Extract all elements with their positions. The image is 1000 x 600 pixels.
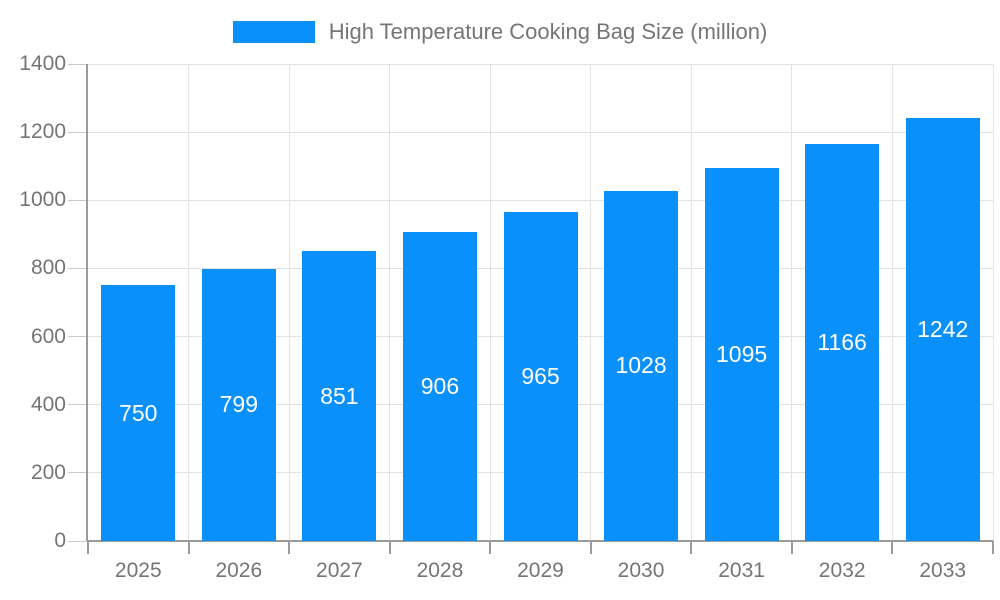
bar-2025[interactable]: 750 [101,285,176,541]
x-axis-label: 2031 [718,559,765,582]
x-axis-tick [187,541,190,554]
bar-value-label: 1095 [716,340,768,367]
gridline-vertical [891,64,893,541]
x-axis-label: 2026 [215,559,263,582]
x-axis-tick [790,541,793,554]
gridline-vertical [389,64,391,541]
bar-value-label: 799 [219,391,259,418]
y-axis-label: 0 [54,529,66,552]
x-axis-tick [288,541,291,554]
bar-2026[interactable]: 799 [201,268,276,541]
y-axis-label: 200 [30,460,66,484]
bar-value-label: 1166 [817,328,867,355]
bar-value-label: 1242 [917,315,969,342]
x-axis-label: 2033 [919,559,967,582]
gridline-vertical [288,64,290,541]
y-axis-tick [68,199,88,201]
x-axis-tick [891,541,894,554]
bar-2030[interactable]: 1028 [604,190,679,541]
x-axis-tick [992,541,994,554]
y-axis-label: 600 [30,324,66,348]
y-axis-tick [68,404,88,406]
x-axis-tick [489,541,492,554]
gridline-vertical [489,64,491,541]
x-axis-label: 2027 [316,559,363,582]
x-axis-label: 2025 [114,559,162,582]
x-axis-line [88,540,993,542]
bar-2032[interactable]: 1166 [805,143,880,541]
gridline-vertical [791,64,793,541]
bar-value-label: 750 [119,399,158,426]
bar-value-label: 965 [521,363,560,390]
y-axis-tick [68,131,88,133]
legend-swatch [232,21,315,43]
y-axis-label: 400 [30,392,66,416]
bar-2033[interactable]: 1242 [905,117,980,541]
chart-legend: High Temperature Cooking Bag Size (milli… [0,20,1000,44]
y-axis-label: 1400 [19,52,66,75]
x-axis-tick [87,541,89,554]
y-axis-line [86,64,88,541]
legend-item[interactable]: High Temperature Cooking Bag Size (milli… [232,19,768,44]
gridline-vertical [690,64,692,541]
y-axis-tick [68,472,88,474]
x-axis-tick [388,541,391,554]
legend-label: High Temperature Cooking Bag Size (milli… [328,19,768,44]
gridline-horizontal [88,131,993,133]
bar-2031[interactable]: 1095 [704,167,779,541]
gridline-vertical [590,64,592,541]
x-axis-label: 2029 [517,559,564,582]
bar-2027[interactable]: 851 [302,251,377,541]
y-axis-tick [68,336,88,338]
y-axis-label: 800 [30,256,66,280]
gridline-vertical [992,64,994,541]
x-axis-tick [589,541,592,554]
bar-2029[interactable]: 965 [503,212,578,541]
y-axis-label: 1000 [19,188,66,212]
gridline-horizontal [88,199,993,201]
y-axis-tick [68,267,88,269]
bar-value-label: 1028 [615,352,667,379]
bar-value-label: 851 [320,382,359,409]
y-axis-label: 1200 [19,120,66,144]
bar-value-label: 906 [420,373,460,400]
x-axis-tick [690,541,693,554]
y-axis-tick [68,63,88,65]
gridline-horizontal [88,63,993,65]
x-axis-label: 2028 [416,559,464,582]
bar-2028[interactable]: 906 [402,232,477,541]
x-axis-label: 2030 [617,559,665,582]
gridline-vertical [188,64,190,541]
x-axis-label: 2032 [818,559,866,582]
y-axis-tick [68,540,88,542]
